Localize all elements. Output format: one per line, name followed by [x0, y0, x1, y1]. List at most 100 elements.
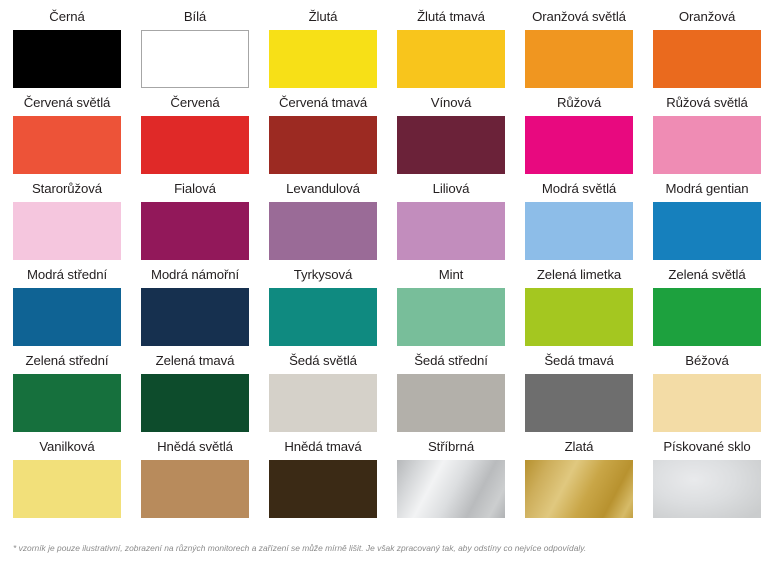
- swatch-cell[interactable]: Levandulová: [269, 176, 377, 262]
- swatch-color-chip[interactable]: [397, 374, 505, 432]
- swatch-color-chip[interactable]: [525, 202, 633, 260]
- swatch-cell[interactable]: Zlatá: [525, 434, 633, 520]
- swatch-cell[interactable]: Modrá střední: [13, 262, 121, 348]
- swatch-color-chip[interactable]: [13, 288, 121, 346]
- swatch-label: Fialová: [174, 181, 216, 196]
- swatch-label: Černá: [49, 9, 85, 24]
- swatch-cell[interactable]: Bílá: [141, 4, 249, 90]
- swatch-label: Tyrkysová: [293, 267, 353, 282]
- swatch-color-chip[interactable]: [13, 116, 121, 174]
- swatch-color-chip[interactable]: [525, 30, 633, 88]
- swatch-label: Mint: [438, 267, 464, 282]
- swatch-color-chip[interactable]: [525, 374, 633, 432]
- swatch-color-chip[interactable]: [13, 30, 121, 88]
- swatch-cell[interactable]: Zelená střední: [13, 348, 121, 434]
- swatch-color-chip[interactable]: [269, 30, 377, 88]
- swatch-label: Vanilková: [39, 439, 95, 454]
- swatch-color-chip[interactable]: [525, 288, 633, 346]
- swatch-cell[interactable]: Modrá námořní: [141, 262, 249, 348]
- swatch-cell[interactable]: Oranžová světlá: [525, 4, 633, 90]
- swatch-label: Zelená limetka: [536, 267, 622, 282]
- swatch-cell[interactable]: Modrá gentian: [653, 176, 761, 262]
- swatch-cell[interactable]: Žlutá: [269, 4, 377, 90]
- swatch-color-chip[interactable]: [525, 460, 633, 518]
- swatch-label: Zelená světlá: [668, 267, 746, 282]
- swatch-label: Pískované sklo: [663, 439, 751, 454]
- swatch-cell[interactable]: Oranžová: [653, 4, 761, 90]
- swatch-cell[interactable]: Zelená tmavá: [141, 348, 249, 434]
- swatch-label: Červená tmavá: [278, 95, 368, 110]
- swatch-label: Růžová světlá: [666, 95, 748, 110]
- swatch-color-chip[interactable]: [13, 202, 121, 260]
- swatch-cell[interactable]: Červená: [141, 90, 249, 176]
- swatch-color-chip[interactable]: [653, 288, 761, 346]
- swatch-cell[interactable]: Hnědá světlá: [141, 434, 249, 520]
- swatch-color-chip[interactable]: [397, 288, 505, 346]
- swatch-color-chip[interactable]: [397, 460, 505, 518]
- swatch-cell[interactable]: Fialová: [141, 176, 249, 262]
- swatch-cell[interactable]: Šedá světlá: [269, 348, 377, 434]
- swatch-color-chip[interactable]: [269, 116, 377, 174]
- swatch-color-chip[interactable]: [269, 202, 377, 260]
- swatch-cell[interactable]: Mint: [397, 262, 505, 348]
- swatch-label: Oranžová: [678, 9, 736, 24]
- swatch-cell[interactable]: Zelená světlá: [653, 262, 761, 348]
- swatch-label: Liliová: [432, 181, 470, 196]
- swatch-color-chip[interactable]: [525, 116, 633, 174]
- swatch-color-chip[interactable]: [141, 288, 249, 346]
- swatch-color-chip[interactable]: [141, 116, 249, 174]
- swatch-cell[interactable]: Starorůžová: [13, 176, 121, 262]
- swatch-label: Zelená tmavá: [155, 353, 235, 368]
- swatch-color-chip[interactable]: [141, 374, 249, 432]
- swatch-color-chip[interactable]: [397, 116, 505, 174]
- swatch-color-chip[interactable]: [269, 288, 377, 346]
- swatch-cell[interactable]: Pískované sklo: [653, 434, 761, 520]
- swatch-cell[interactable]: Tyrkysová: [269, 262, 377, 348]
- swatch-color-chip[interactable]: [653, 202, 761, 260]
- swatch-cell[interactable]: Růžová: [525, 90, 633, 176]
- swatch-label: Oranžová světlá: [532, 9, 626, 24]
- swatch-label: Modrá gentian: [665, 181, 749, 196]
- swatch-cell[interactable]: Červená světlá: [13, 90, 121, 176]
- swatch-cell[interactable]: Modrá světlá: [525, 176, 633, 262]
- swatch-color-chip[interactable]: [397, 202, 505, 260]
- swatch-cell[interactable]: Růžová světlá: [653, 90, 761, 176]
- swatch-label: Stříbrná: [427, 439, 475, 454]
- swatch-label: Zelená střední: [25, 353, 109, 368]
- swatch-label: Růžová: [556, 95, 602, 110]
- swatch-cell[interactable]: Hnědá tmavá: [269, 434, 377, 520]
- swatch-color-chip[interactable]: [269, 460, 377, 518]
- swatch-cell[interactable]: Stříbrná: [397, 434, 505, 520]
- swatch-cell[interactable]: Červená tmavá: [269, 90, 377, 176]
- swatch-color-chip[interactable]: [13, 460, 121, 518]
- swatch-cell[interactable]: Zelená limetka: [525, 262, 633, 348]
- swatch-label: Modrá světlá: [541, 181, 617, 196]
- swatch-color-chip[interactable]: [653, 30, 761, 88]
- swatch-cell[interactable]: Černá: [13, 4, 121, 90]
- swatch-color-chip[interactable]: [141, 460, 249, 518]
- swatch-cell[interactable]: Šedá střední: [397, 348, 505, 434]
- swatch-cell[interactable]: Šedá tmavá: [525, 348, 633, 434]
- swatch-label: Hnědá světlá: [157, 439, 233, 454]
- swatch-color-chip[interactable]: [141, 202, 249, 260]
- swatch-label: Modrá střední: [26, 267, 108, 282]
- swatch-color-chip[interactable]: [269, 374, 377, 432]
- swatch-color-chip[interactable]: [653, 116, 761, 174]
- swatch-label: Šedá tmavá: [544, 353, 614, 368]
- swatch-cell[interactable]: Béžová: [653, 348, 761, 434]
- swatch-label: Žlutá: [308, 9, 338, 24]
- swatch-cell[interactable]: Vínová: [397, 90, 505, 176]
- swatch-label: Vínová: [430, 95, 472, 110]
- swatch-cell[interactable]: Liliová: [397, 176, 505, 262]
- swatch-label: Šedá světlá: [289, 353, 357, 368]
- swatch-color-chip[interactable]: [653, 460, 761, 518]
- swatch-color-chip[interactable]: [653, 374, 761, 432]
- swatch-color-chip[interactable]: [141, 30, 249, 88]
- swatch-cell[interactable]: Vanilková: [13, 434, 121, 520]
- swatch-cell[interactable]: Žlutá tmavá: [397, 4, 505, 90]
- swatch-color-chip[interactable]: [397, 30, 505, 88]
- swatch-label: Žlutá tmavá: [417, 9, 485, 24]
- swatch-label: Zlatá: [564, 439, 594, 454]
- swatch-color-chip[interactable]: [13, 374, 121, 432]
